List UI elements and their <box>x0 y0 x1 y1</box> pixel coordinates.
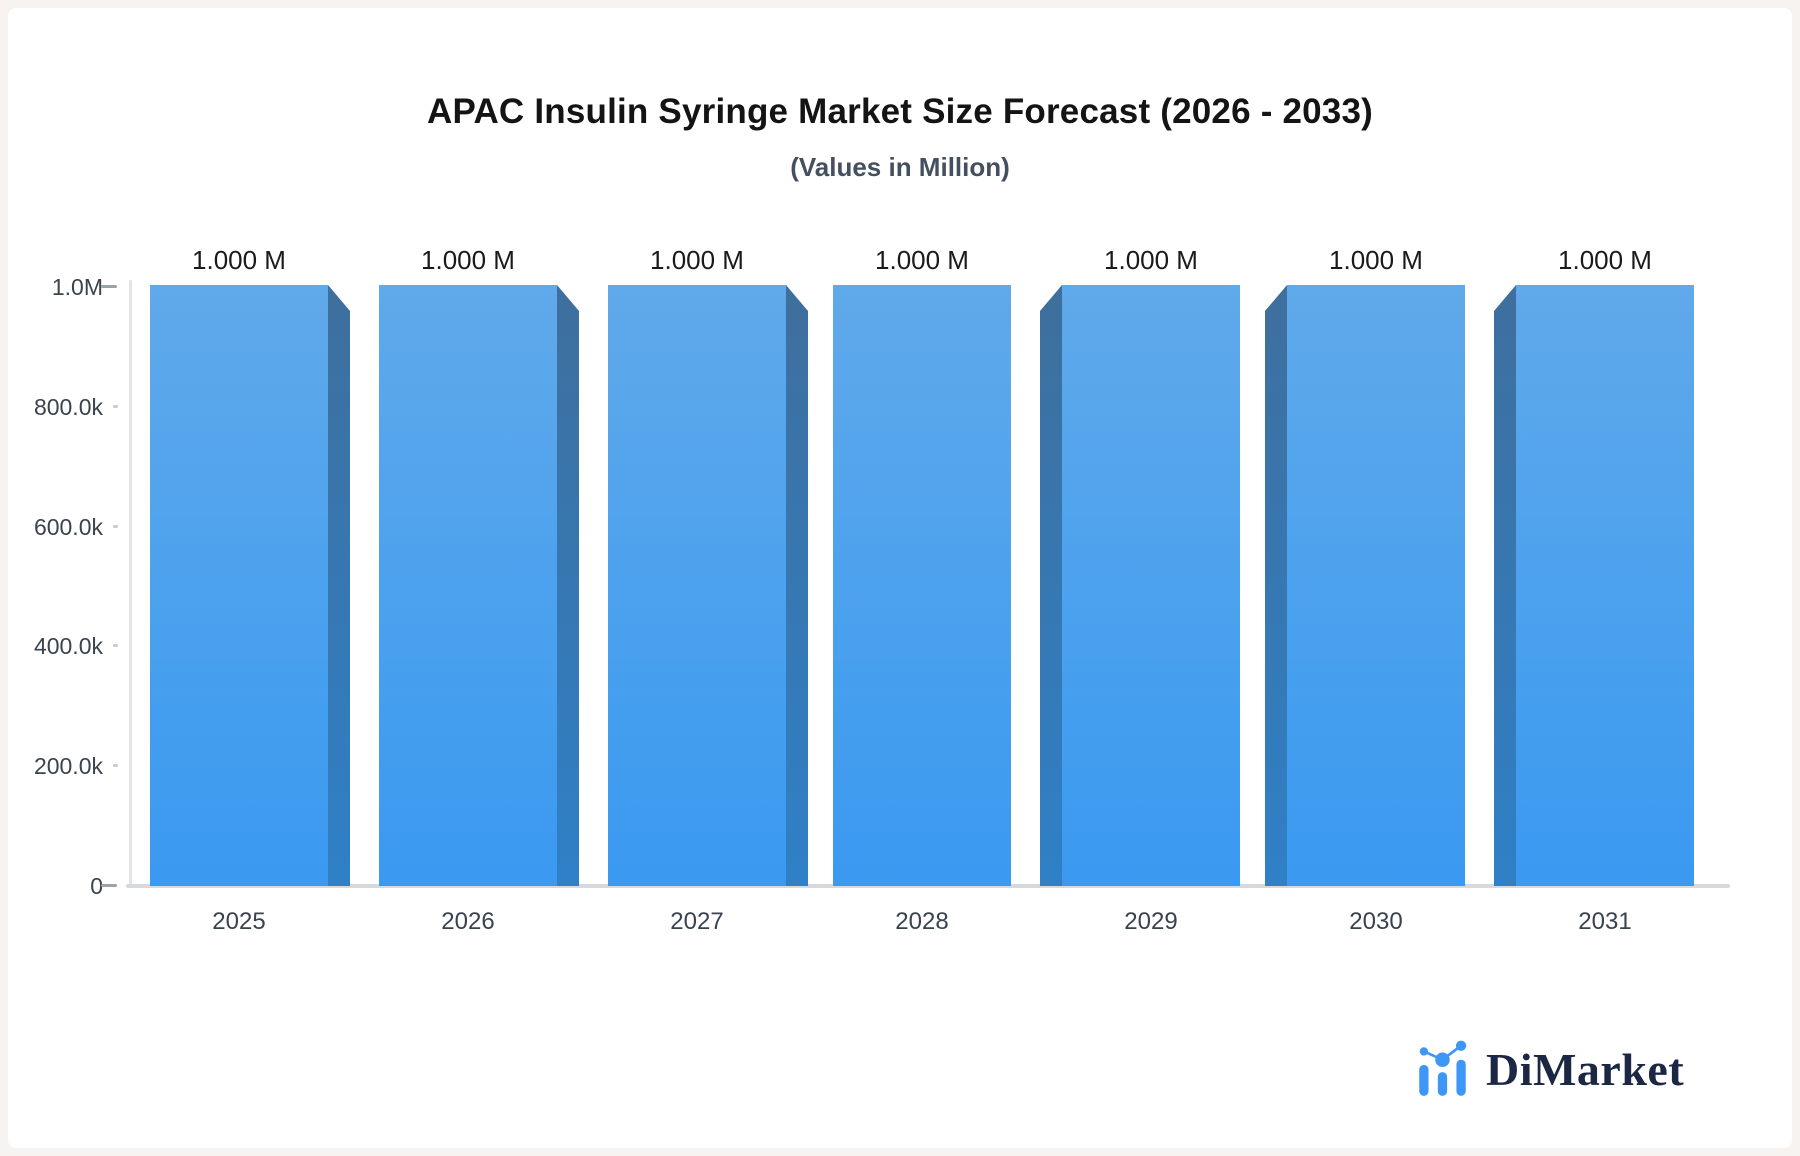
x-tick-label: 2030 <box>1349 908 1403 935</box>
bar-2030[interactable] <box>1265 285 1465 886</box>
bar-value-label: 1.000 M <box>875 245 969 275</box>
bar-3d-side <box>557 285 579 886</box>
x-tick-label: 2031 <box>1578 908 1632 935</box>
bar-2029[interactable] <box>1040 285 1240 886</box>
bar-value-label: 1.000 M <box>1558 245 1652 275</box>
x-tick-label: 2026 <box>441 908 495 935</box>
bar-3d-side <box>1040 285 1062 886</box>
y-tick-mark <box>113 644 118 647</box>
bar-3d-side <box>786 285 808 886</box>
bar-value-label: 1.000 M <box>192 245 286 275</box>
y-tick-mark <box>101 285 117 288</box>
y-axis-line <box>129 280 132 887</box>
x-tick-label: 2029 <box>1124 908 1178 935</box>
y-tick-label: 600.0k <box>33 514 103 540</box>
chart-title: APAC Insulin Syringe Market Size Forecas… <box>427 92 1373 131</box>
bar-2031[interactable] <box>1494 285 1694 886</box>
bar-2026[interactable] <box>379 285 579 886</box>
bar-2027[interactable] <box>608 285 808 886</box>
bar-face <box>379 285 557 886</box>
y-tick-mark <box>113 525 118 528</box>
bar-value-label: 1.000 M <box>650 245 744 275</box>
x-tick-label: 2027 <box>670 908 724 935</box>
y-tick-label: 0 <box>90 873 103 899</box>
y-tick-mark <box>101 884 117 887</box>
bar-value-label: 1.000 M <box>1104 245 1198 275</box>
bar-face <box>608 285 786 886</box>
bar-2025[interactable] <box>150 285 350 886</box>
y-tick-label: 800.0k <box>33 394 103 420</box>
bar-face <box>833 285 1011 886</box>
brand-name: DiMarket <box>1486 1043 1685 1095</box>
bar-face <box>1062 285 1240 886</box>
bar-value-label: 1.000 M <box>421 245 515 275</box>
dimarket-logo-icon <box>1419 1040 1467 1096</box>
x-tick-label: 2028 <box>895 908 949 935</box>
bar-value-label: 1.000 M <box>1329 245 1423 275</box>
bar-3d-side <box>328 285 350 886</box>
y-tick-label: 400.0k <box>33 633 103 659</box>
bar-3d-side <box>1265 285 1287 886</box>
y-tick-label: 1.0M <box>51 274 103 300</box>
y-tick-label: 200.0k <box>33 753 103 779</box>
bar-face <box>150 285 328 886</box>
brand-logo: DiMarket <box>1412 1038 1684 1100</box>
y-tick-mark <box>113 405 118 408</box>
x-axis-line <box>126 884 1730 888</box>
bar-2028[interactable] <box>833 285 1011 886</box>
x-tick-label: 2025 <box>212 908 266 935</box>
bar-face <box>1287 285 1465 886</box>
y-tick-mark <box>113 764 118 767</box>
chart-subtitle: (Values in Million) <box>790 152 1010 182</box>
bar-face <box>1516 285 1694 886</box>
bar-3d-side <box>1494 285 1516 886</box>
